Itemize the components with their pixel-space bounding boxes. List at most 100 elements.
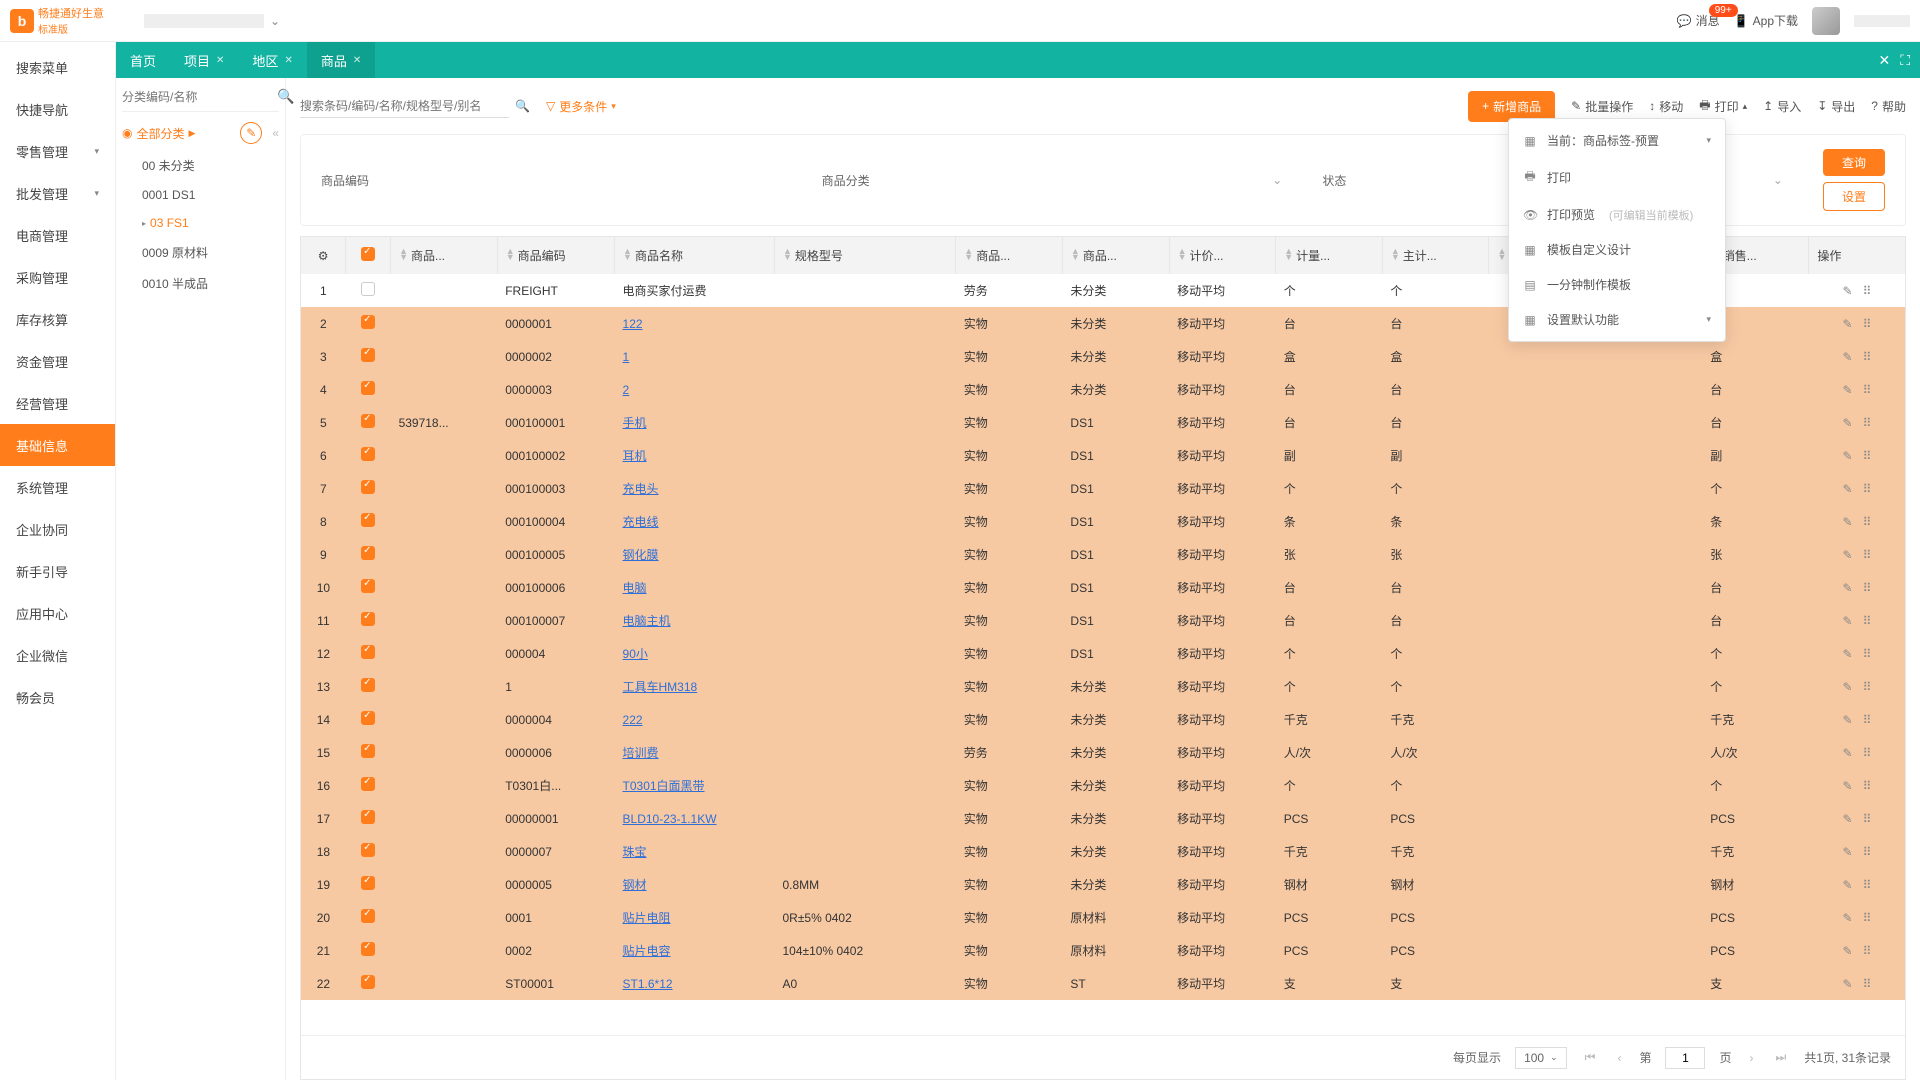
row-edit-icon[interactable]: ✎ — [1843, 680, 1853, 694]
row-edit-icon[interactable]: ✎ — [1843, 614, 1853, 628]
product-name-link[interactable]: 耳机 — [623, 449, 647, 463]
print-action[interactable]: 🖶打印 — [1509, 158, 1725, 197]
more-conditions-button[interactable]: ▽ 更多条件 ▾ — [546, 98, 616, 115]
product-name-link[interactable]: ST1.6*12 — [623, 977, 673, 991]
product-name-link[interactable]: 90小 — [623, 647, 648, 661]
category-item[interactable]: 00 未分类 — [130, 150, 279, 181]
row-checkbox[interactable] — [346, 340, 391, 373]
batch-ops-button[interactable]: ✎批量操作 — [1571, 98, 1633, 115]
row-checkbox[interactable] — [346, 637, 391, 670]
messages-button[interactable]: 💬 消息 99+ — [1677, 12, 1720, 29]
category-search-input[interactable] — [122, 90, 277, 104]
row-more-icon[interactable]: ⠿ — [1863, 845, 1872, 859]
table-row[interactable]: 190000005钢材0.8MM实物未分类移动平均钢材钢材钢材✎⠿ — [301, 868, 1905, 901]
row-more-icon[interactable]: ⠿ — [1863, 581, 1872, 595]
row-more-icon[interactable]: ⠿ — [1863, 548, 1872, 562]
row-checkbox[interactable] — [346, 439, 391, 472]
tab[interactable]: 项目✕ — [170, 42, 238, 78]
row-edit-icon[interactable]: ✎ — [1843, 647, 1853, 661]
row-edit-icon[interactable]: ✎ — [1843, 713, 1853, 727]
product-name-link[interactable]: 122 — [623, 317, 643, 331]
product-name-link[interactable]: 2 — [623, 383, 630, 397]
row-edit-icon[interactable]: ✎ — [1843, 548, 1853, 562]
col-header[interactable]: ▲▼规格型号 — [774, 237, 955, 274]
row-checkbox[interactable] — [346, 901, 391, 934]
col-header[interactable]: ▲▼主计... — [1382, 237, 1489, 274]
table-row[interactable]: 180000007珠宝实物未分类移动平均千克千克千克✎⠿ — [301, 835, 1905, 868]
pager-last[interactable]: ⏭ — [1771, 1050, 1790, 1065]
print-one-minute[interactable]: ▤一分钟制作模板 — [1509, 267, 1725, 302]
row-checkbox[interactable] — [346, 736, 391, 769]
category-item[interactable]: ▸03 FS1 — [130, 209, 279, 237]
row-more-icon[interactable]: ⠿ — [1863, 416, 1872, 430]
sidebar-item[interactable]: 企业微信 — [0, 634, 115, 676]
query-button[interactable]: 查询 — [1823, 149, 1885, 176]
row-checkbox[interactable] — [346, 967, 391, 1000]
app-download-button[interactable]: 📱 App下载 — [1734, 12, 1798, 29]
print-preview[interactable]: 👁打印预览(可编辑当前模板) — [1509, 197, 1725, 232]
category-item[interactable]: 0009 原材料 — [130, 237, 279, 268]
table-row[interactable]: 200001贴片电阻0R±5% 0402实物原材料移动平均PCSPCSPCS✎⠿ — [301, 901, 1905, 934]
pager-prev[interactable]: ‹ — [1613, 1051, 1625, 1065]
row-more-icon[interactable]: ⠿ — [1863, 449, 1872, 463]
row-edit-icon[interactable]: ✎ — [1843, 350, 1853, 364]
row-checkbox[interactable] — [346, 307, 391, 340]
table-row[interactable]: 22ST00001ST1.6*12A0实物ST移动平均支支支✎⠿ — [301, 967, 1905, 1000]
category-all[interactable]: ◉ 全部分类 ▶ ✎ « — [122, 122, 279, 144]
product-name-link[interactable]: 电脑主机 — [623, 614, 671, 628]
row-checkbox[interactable] — [346, 670, 391, 703]
move-button[interactable]: ↕移动 — [1649, 98, 1683, 115]
page-input[interactable] — [1665, 1047, 1705, 1069]
sidebar-item[interactable]: 应用中心 — [0, 592, 115, 634]
row-checkbox[interactable] — [346, 406, 391, 439]
row-checkbox[interactable] — [346, 571, 391, 604]
col-header[interactable]: ▲▼计价... — [1169, 237, 1276, 274]
row-checkbox[interactable] — [346, 769, 391, 802]
row-checkbox[interactable] — [346, 373, 391, 406]
col-header[interactable]: 操作 — [1809, 237, 1905, 274]
table-row[interactable]: 140000004222实物未分类移动平均千克千克千克✎⠿ — [301, 703, 1905, 736]
col-header[interactable]: ▲▼商品... — [391, 237, 498, 274]
close-icon[interactable]: ✕ — [353, 55, 361, 66]
row-checkbox[interactable] — [346, 703, 391, 736]
table-row[interactable]: 5539718...000100001手机实物DS1移动平均台台台✎⠿ — [301, 406, 1905, 439]
print-custom-template[interactable]: ▦模板自定义设计 — [1509, 232, 1725, 267]
tab-fullscreen-button[interactable]: ⛶ — [1900, 52, 1910, 69]
row-edit-icon[interactable]: ✎ — [1843, 746, 1853, 760]
search-icon[interactable]: 🔍 — [515, 99, 530, 113]
table-row[interactable]: 16T0301白...T0301白面黑带实物未分类移动平均个个个✎⠿ — [301, 769, 1905, 802]
table-row[interactable]: 1200000490小实物DS1移动平均个个个✎⠿ — [301, 637, 1905, 670]
row-more-icon[interactable]: ⠿ — [1863, 383, 1872, 397]
export-button[interactable]: ↧导出 — [1817, 98, 1855, 115]
row-edit-icon[interactable]: ✎ — [1843, 977, 1853, 991]
close-icon[interactable]: ✕ — [284, 55, 292, 66]
product-name-link[interactable]: 培训费 — [623, 746, 659, 760]
row-more-icon[interactable]: ⠿ — [1863, 284, 1872, 298]
table-row[interactable]: 11000100007电脑主机实物DS1移动平均台台台✎⠿ — [301, 604, 1905, 637]
print-button[interactable]: 🖶打印▴ — [1699, 96, 1747, 117]
category-item[interactable]: 0010 半成品 — [130, 268, 279, 299]
product-name-link[interactable]: 贴片电阻 — [623, 911, 671, 925]
sidebar-item[interactable]: 快捷导航 — [0, 88, 115, 130]
product-name-link[interactable]: 充电头 — [623, 482, 659, 496]
row-checkbox[interactable] — [346, 868, 391, 901]
row-checkbox[interactable] — [346, 274, 391, 307]
row-edit-icon[interactable]: ✎ — [1843, 449, 1853, 463]
row-edit-icon[interactable]: ✎ — [1843, 944, 1853, 958]
row-edit-icon[interactable]: ✎ — [1843, 845, 1853, 859]
product-name-link[interactable]: BLD10-23-1.1KW — [623, 812, 717, 826]
table-row[interactable]: 400000032实物未分类移动平均台台台✎⠿ — [301, 373, 1905, 406]
add-product-button[interactable]: + 新增商品 — [1468, 91, 1555, 122]
sidebar-item[interactable]: 资金管理 — [0, 340, 115, 382]
table-row[interactable]: 150000006培训费劳务未分类移动平均人/次人/次人/次✎⠿ — [301, 736, 1905, 769]
row-edit-icon[interactable]: ✎ — [1843, 317, 1853, 331]
sidebar-item[interactable]: 库存核算 — [0, 298, 115, 340]
row-checkbox[interactable] — [346, 505, 391, 538]
product-search-input[interactable] — [300, 95, 509, 118]
col-header[interactable]: ▲▼商品... — [1062, 237, 1169, 274]
row-more-icon[interactable]: ⠿ — [1863, 515, 1872, 529]
col-gear[interactable]: ⚙ — [301, 237, 346, 274]
table-row[interactable]: 131工具车HM318实物未分类移动平均个个个✎⠿ — [301, 670, 1905, 703]
row-more-icon[interactable]: ⠿ — [1863, 911, 1872, 925]
import-button[interactable]: ↥导入 — [1763, 98, 1801, 115]
